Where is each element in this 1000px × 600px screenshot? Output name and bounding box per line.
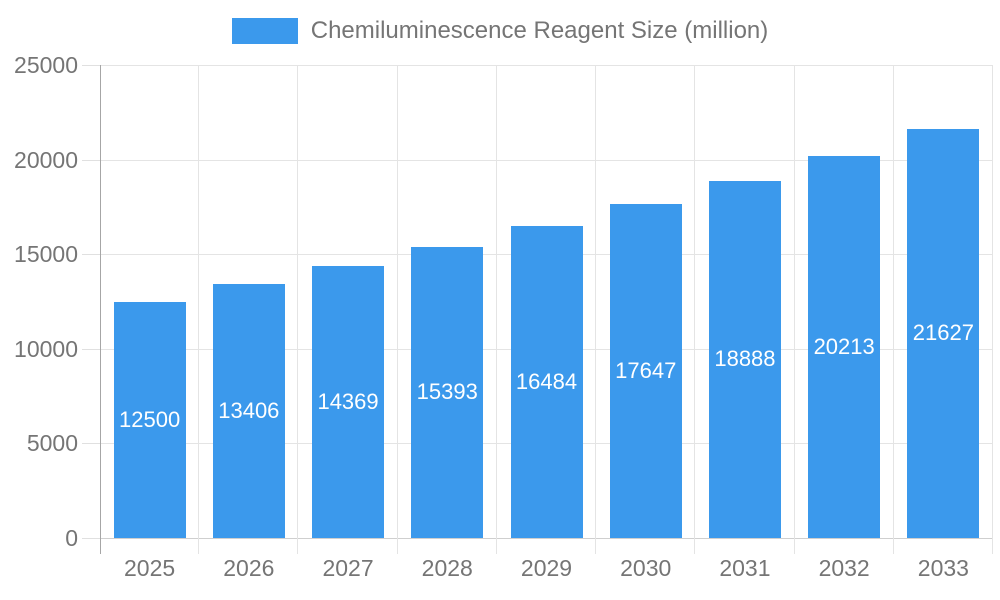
x-axis-line <box>100 538 993 539</box>
plot-area: 12500 2025 13406 2026 14369 2027 15393 2028 1648… <box>82 65 993 580</box>
gridline-vertical <box>595 65 597 554</box>
y-axis-label: 15000 <box>14 241 78 268</box>
bar[interactable]: 17647 <box>609 204 682 538</box>
y-axis-label: 20000 <box>14 146 78 173</box>
x-axis-label: 2026 <box>223 555 275 581</box>
bar-value-label: 15393 <box>416 379 478 405</box>
bar-value-label: 12500 <box>119 406 181 432</box>
gridline-vertical <box>396 65 398 554</box>
bar[interactable]: 18888 <box>708 180 781 538</box>
y-axis-tick <box>82 159 100 161</box>
gridline-vertical <box>793 65 795 554</box>
bar[interactable]: 21627 <box>907 128 980 538</box>
x-axis-label: 2027 <box>322 555 374 581</box>
gridline-vertical <box>892 65 894 554</box>
y-axis-tick <box>82 254 100 256</box>
gridline-horizontal <box>100 159 993 161</box>
legend-swatch <box>231 18 298 44</box>
gridline-vertical <box>694 65 696 554</box>
y-axis-label: 25000 <box>14 52 78 78</box>
y-axis-tick <box>82 538 100 539</box>
bar[interactable]: 15393 <box>411 246 484 538</box>
bar[interactable]: 16484 <box>510 226 583 538</box>
gridline-vertical <box>198 65 200 554</box>
gridline-vertical <box>992 65 993 554</box>
gridline-vertical <box>495 65 497 554</box>
x-axis-label: 2032 <box>818 555 870 581</box>
bar-value-label: 21627 <box>912 320 974 346</box>
y-axis-label: 10000 <box>14 335 78 362</box>
bar-value-label: 16484 <box>515 369 578 395</box>
y-axis-tick <box>82 65 100 66</box>
x-axis-label: 2033 <box>917 555 969 581</box>
legend-item[interactable]: Chemiluminescence Reagent Size (million) <box>0 17 1000 45</box>
legend-label: Chemiluminescence Reagent Size (million) <box>310 17 769 44</box>
gridline-horizontal <box>100 65 993 66</box>
bar[interactable]: 20213 <box>808 155 881 538</box>
bar-value-label: 20213 <box>813 333 875 359</box>
bar[interactable]: 14369 <box>312 266 385 538</box>
bar[interactable]: 12500 <box>113 301 186 538</box>
x-axis-label: 2025 <box>124 555 176 581</box>
y-axis-label: 5000 <box>26 430 78 457</box>
x-axis-label: 2028 <box>421 555 473 581</box>
y-axis-line <box>100 65 101 554</box>
bar-value-label: 13406 <box>218 398 280 424</box>
y-axis-label: 0 <box>65 525 78 551</box>
bar[interactable]: 13406 <box>212 284 285 538</box>
y-axis-tick <box>82 348 100 350</box>
bar-value-label: 14369 <box>317 389 379 415</box>
x-axis-label: 2029 <box>520 555 573 581</box>
x-axis-label: 2030 <box>620 555 672 581</box>
y-axis-labels: 0 5000 10000 15000 20000 25000 <box>0 53 78 550</box>
x-axis-label: 2031 <box>719 555 771 581</box>
gridline-vertical <box>297 65 299 554</box>
bar-value-label: 18888 <box>714 346 776 372</box>
bar-value-label: 17647 <box>615 358 677 384</box>
y-axis-tick <box>82 443 100 445</box>
